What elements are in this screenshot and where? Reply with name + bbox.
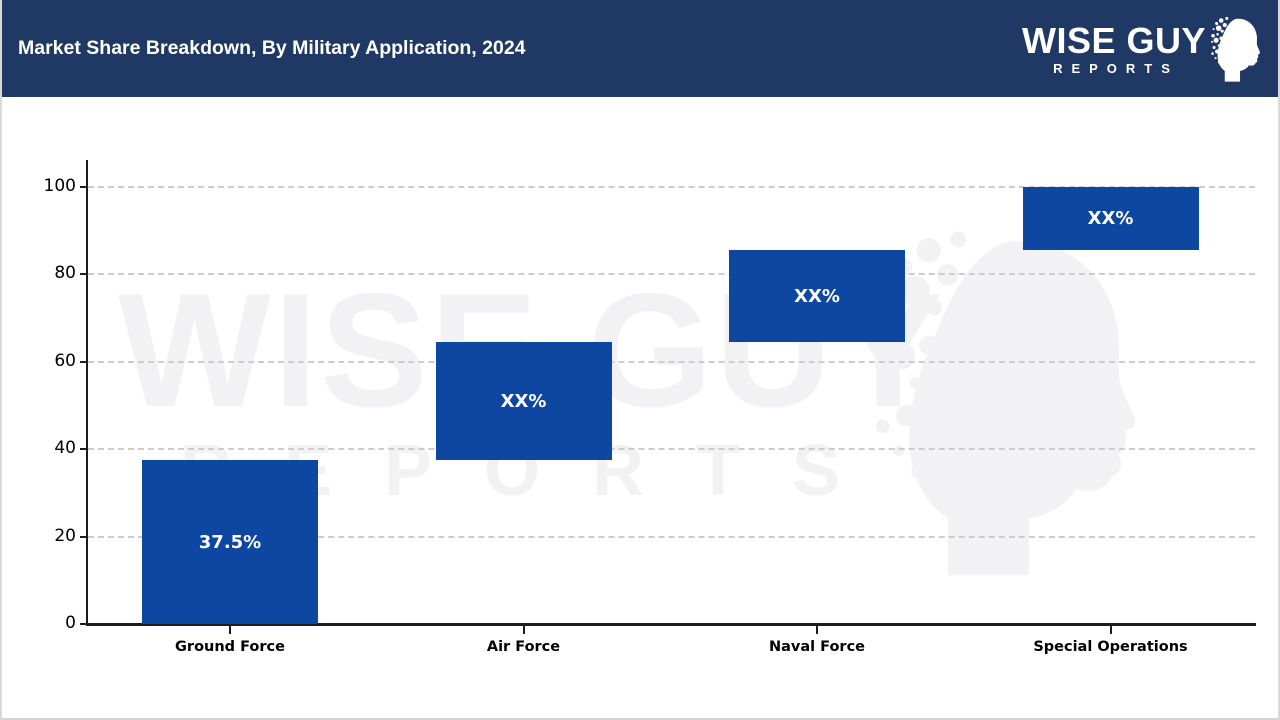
y-axis-tick-label: 20 [54,525,76,546]
header: Market Share Breakdown, By Military Appl… [0,0,1280,97]
y-axis-tick-label: 40 [54,438,76,459]
y-gridline [88,360,1255,363]
y-axis-tick-label: 60 [54,350,76,371]
y-axis-tick-label: 0 [65,613,76,633]
logo-wordmark: WISE GUY [1021,20,1206,61]
x-axis-category-label: Air Force [486,639,561,655]
y-gridline [88,448,1255,451]
y-axis-tick-label: 80 [54,263,76,284]
page-title: Market Share Breakdown, By Military Appl… [18,37,526,59]
x-tick-mark [522,626,525,634]
y-tick-mark [80,623,87,625]
x-axis-category-label: Special Operations [1033,639,1188,655]
wise-guy-reports-logo: WISE GUY REPORTS [1022,9,1266,89]
logo-head-icon [1211,16,1261,82]
bar-naval-force: XX% [729,250,905,343]
bar-air-force: XX% [435,342,612,461]
bar-value-label: 37.5% [198,531,262,553]
bar-special-operations: XX% [1022,187,1199,251]
logo-subtext: REPORTS [1053,61,1179,76]
watermark-head-icon [874,231,1136,576]
y-tick-mark [80,448,87,451]
y-axis-line [86,160,88,626]
y-axis-tick-label: 100 [43,176,76,196]
y-tick-mark [80,360,87,363]
bar-value-label: XX% [794,285,840,307]
y-tick-mark [80,273,87,276]
bar-ground-force: 37.5% [142,460,318,624]
x-axis-category-label: Ground Force [175,639,285,655]
x-tick-mark [1109,626,1112,634]
y-tick-mark [80,186,87,188]
x-tick-mark [816,626,818,634]
y-gridline [88,535,1255,538]
y-tick-mark [80,535,87,538]
y-gridline [88,273,1255,276]
x-axis-line [86,623,1256,626]
x-tick-mark [229,626,231,634]
bar-value-label: XX% [1087,208,1134,230]
bar-value-label: XX% [500,390,547,412]
x-axis-category-label: Naval Force [768,639,866,655]
y-gridline [88,186,1255,188]
